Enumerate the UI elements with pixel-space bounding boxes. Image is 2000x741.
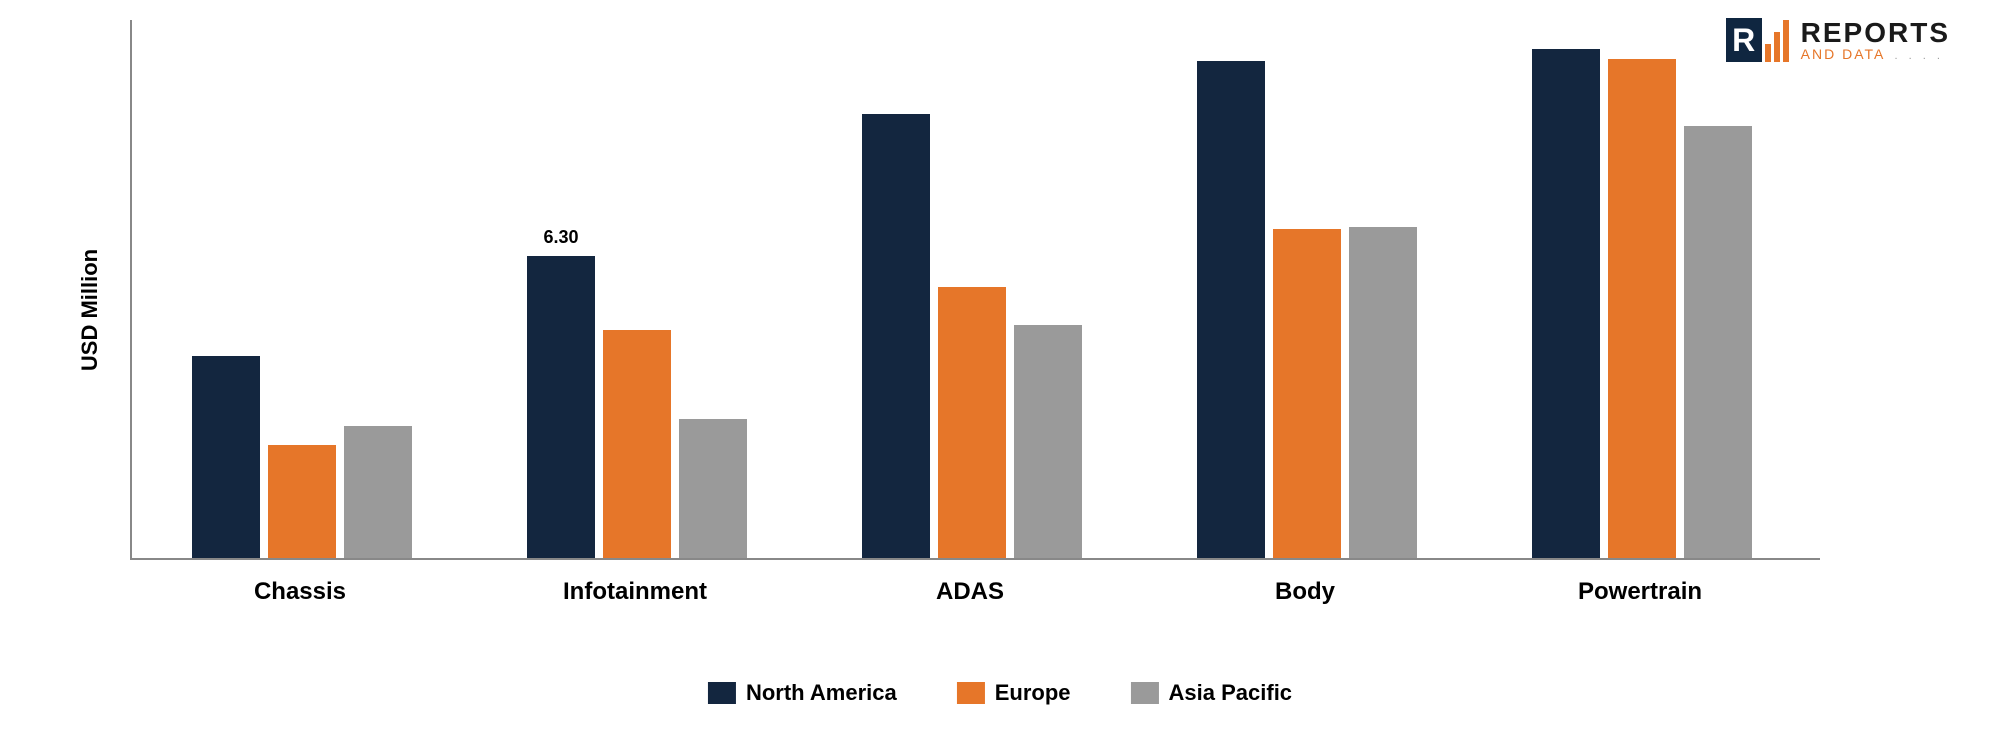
- logo-text: REPORTS AND DATA . . . .: [1801, 18, 1950, 63]
- logo-dots: . . . .: [1894, 50, 1943, 62]
- legend-label: Asia Pacific: [1169, 680, 1293, 706]
- legend: North America Europe Asia Pacific: [708, 680, 1292, 706]
- logo-line1: REPORTS: [1801, 18, 1950, 47]
- logo-letter: R: [1726, 18, 1762, 62]
- x-axis-label: Body: [1275, 578, 1335, 606]
- legend-item: North America: [708, 680, 897, 706]
- x-axis-label: Chassis: [254, 578, 346, 606]
- chart-area: USD Million 6.30 ChassisInfotainmentADAS…: [60, 20, 1820, 600]
- legend-swatch: [957, 682, 985, 704]
- x-axis-label: Powertrain: [1578, 578, 1702, 606]
- bar: [527, 256, 595, 558]
- brand-logo: R REPORTS AND DATA . . . .: [1726, 18, 1950, 63]
- bar: [862, 114, 930, 558]
- bar: [1197, 61, 1265, 558]
- x-axis-label: Infotainment: [563, 578, 707, 606]
- legend-swatch: [708, 682, 736, 704]
- bar: [1532, 49, 1600, 558]
- bar: [1014, 325, 1082, 558]
- bar: [603, 330, 671, 558]
- logo-bars-icon: [1765, 18, 1791, 62]
- bar: [268, 445, 336, 558]
- logo-line2-b: DATA: [1842, 46, 1885, 62]
- legend-swatch: [1131, 682, 1159, 704]
- bar: [679, 419, 747, 558]
- bar: [192, 356, 260, 558]
- legend-item: Europe: [957, 680, 1071, 706]
- x-axis-label: ADAS: [936, 578, 1004, 606]
- plot-region: 6.30: [130, 20, 1820, 560]
- category-group: [1197, 61, 1417, 558]
- category-group: [527, 256, 747, 558]
- legend-item: Asia Pacific: [1131, 680, 1293, 706]
- category-group: [1532, 49, 1752, 558]
- bar: [938, 287, 1006, 558]
- category-group: [862, 114, 1082, 558]
- bar: [1273, 229, 1341, 558]
- bar: [344, 426, 412, 558]
- category-group: [192, 356, 412, 558]
- legend-label: Europe: [995, 680, 1071, 706]
- bar: [1608, 59, 1676, 558]
- y-axis-label: USD Million: [77, 249, 103, 371]
- bar: [1349, 227, 1417, 558]
- logo-line2-a: AND: [1801, 46, 1837, 62]
- bar: [1684, 126, 1752, 558]
- x-axis-labels: ChassisInfotainmentADASBodyPowertrain: [130, 560, 1820, 600]
- logo-line2: AND DATA . . . .: [1801, 47, 1950, 63]
- legend-label: North America: [746, 680, 897, 706]
- data-label: 6.30: [543, 227, 578, 248]
- logo-mark: R: [1726, 18, 1791, 62]
